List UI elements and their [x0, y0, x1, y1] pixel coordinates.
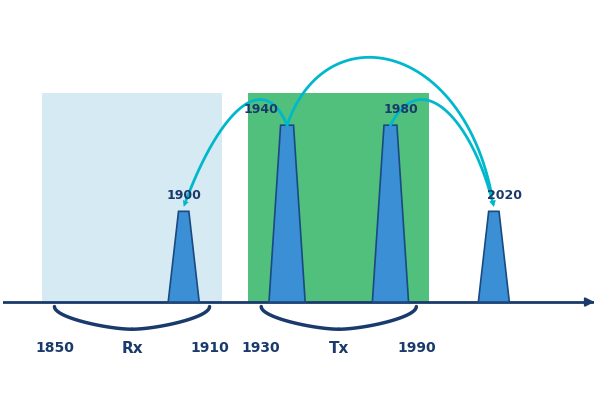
Bar	[41, 94, 223, 302]
Text: 1900: 1900	[166, 189, 201, 202]
Text: 1990: 1990	[397, 340, 436, 354]
Text: 1980: 1980	[383, 103, 418, 116]
Polygon shape	[168, 211, 199, 302]
Text: 1930: 1930	[242, 340, 281, 354]
Text: 2020: 2020	[487, 189, 521, 202]
Text: Tx: Tx	[329, 340, 349, 356]
Bar	[248, 94, 429, 302]
Polygon shape	[373, 125, 409, 302]
Text: Rx: Rx	[121, 340, 143, 356]
Text: 1940: 1940	[244, 103, 278, 116]
Text: 1910: 1910	[190, 340, 229, 354]
Polygon shape	[269, 125, 305, 302]
Polygon shape	[478, 211, 509, 302]
Text: 1850: 1850	[35, 340, 74, 354]
